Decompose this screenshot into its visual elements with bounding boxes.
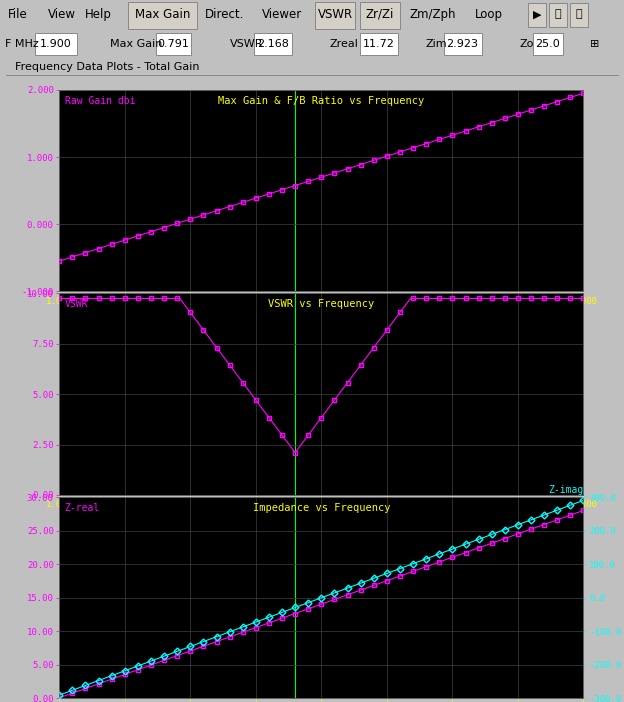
Text: VSWR: VSWR <box>318 8 353 21</box>
Text: Z-imag: Z-imag <box>548 485 583 495</box>
Text: 11.72: 11.72 <box>363 39 394 49</box>
Bar <box>444 33 482 55</box>
Bar <box>359 33 397 55</box>
Text: Frequency Data Plots - Total Gain: Frequency Data Plots - Total Gain <box>15 62 200 72</box>
Text: Zm/Zph: Zm/Zph <box>410 8 457 21</box>
Text: 1.900: 1.900 <box>40 39 71 49</box>
Bar <box>128 1 197 29</box>
Text: F MHz: F MHz <box>5 39 39 49</box>
Bar <box>549 3 567 27</box>
Text: Direct.: Direct. <box>205 8 245 21</box>
Text: VSWR vs Frequency: VSWR vs Frequency <box>268 300 374 310</box>
Bar <box>360 1 400 29</box>
Bar <box>34 33 77 55</box>
Text: Raw Gain dbi: Raw Gain dbi <box>64 96 135 106</box>
Text: 2.168: 2.168 <box>257 39 289 49</box>
Text: Viewer: Viewer <box>262 8 302 21</box>
Text: 0.791: 0.791 <box>158 39 190 49</box>
Bar <box>533 33 563 55</box>
Text: Z-real: Z-real <box>64 503 100 513</box>
Text: 25.0: 25.0 <box>535 39 560 49</box>
Text: Impedance vs Frequency: Impedance vs Frequency <box>253 503 390 513</box>
Bar <box>528 3 546 27</box>
Text: Help: Help <box>85 8 112 21</box>
Text: ⊞: ⊞ <box>590 39 600 49</box>
Text: Zo: Zo <box>520 39 534 49</box>
Text: ⏪: ⏪ <box>576 10 582 20</box>
Text: Zreal: Zreal <box>330 39 359 49</box>
Text: Max Gain & F/B Ratio vs Frequency: Max Gain & F/B Ratio vs Frequency <box>218 96 424 106</box>
Bar <box>156 33 191 55</box>
Text: ⏸: ⏸ <box>555 10 562 20</box>
Text: View: View <box>48 8 76 21</box>
Text: VSWR: VSWR <box>230 39 263 49</box>
Text: ▶: ▶ <box>533 10 541 20</box>
Text: Loop: Loop <box>475 8 503 21</box>
Text: VSWR: VSWR <box>64 300 88 310</box>
Text: File: File <box>8 8 27 21</box>
Text: Max Gain: Max Gain <box>135 8 190 21</box>
Text: Zr/Zi: Zr/Zi <box>366 8 394 21</box>
Bar <box>570 3 588 27</box>
Text: Zim: Zim <box>425 39 447 49</box>
Bar <box>315 1 355 29</box>
Bar <box>254 33 292 55</box>
Text: Max Gain: Max Gain <box>110 39 162 49</box>
Text: 2.923: 2.923 <box>447 39 479 49</box>
